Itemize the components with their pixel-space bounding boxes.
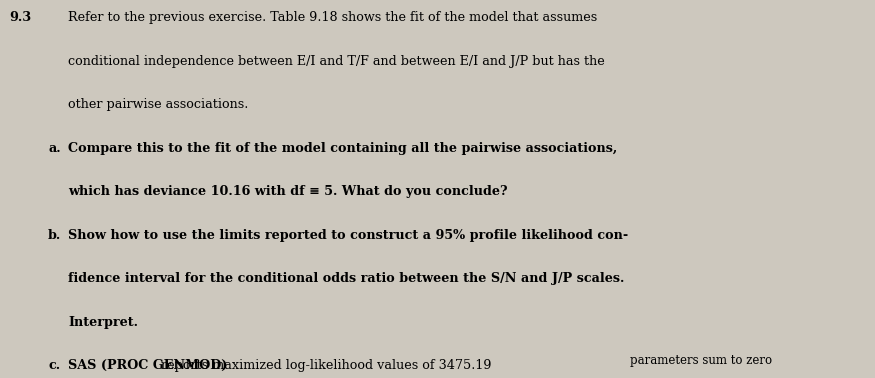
Text: parameters sum to zero: parameters sum to zero [630,354,772,367]
Text: reports maximized log-likelihood values of 3475.19: reports maximized log-likelihood values … [158,359,492,372]
Text: SAS (PROC GENMOD): SAS (PROC GENMOD) [68,359,228,372]
Text: Show how to use the limits reported to construct a 95% profile likelihood con-: Show how to use the limits reported to c… [59,229,628,242]
Text: other pairwise associations.: other pairwise associations. [68,98,248,111]
Text: 9.3: 9.3 [9,11,31,24]
Text: b.: b. [48,229,61,242]
Text: conditional independence between E/I and T/F and between E/I and J/P but has the: conditional independence between E/I and… [68,55,605,68]
Text: Interpret.: Interpret. [68,316,138,328]
Text: a.: a. [48,142,60,155]
Text: fidence interval for the conditional odds ratio between the S/N and J/P scales.: fidence interval for the conditional odd… [68,272,625,285]
Text: which has deviance 10.16 with df ≡ 5. What do you conclude?: which has deviance 10.16 with df ≡ 5. Wh… [68,185,508,198]
Text: Compare this to the fit of the model containing all the pairwise associations,: Compare this to the fit of the model con… [59,142,617,155]
Text: Refer to the previous exercise. Table 9.18 shows the fit of the model that assum: Refer to the previous exercise. Table 9.… [68,11,598,24]
Text: c.: c. [48,359,60,372]
